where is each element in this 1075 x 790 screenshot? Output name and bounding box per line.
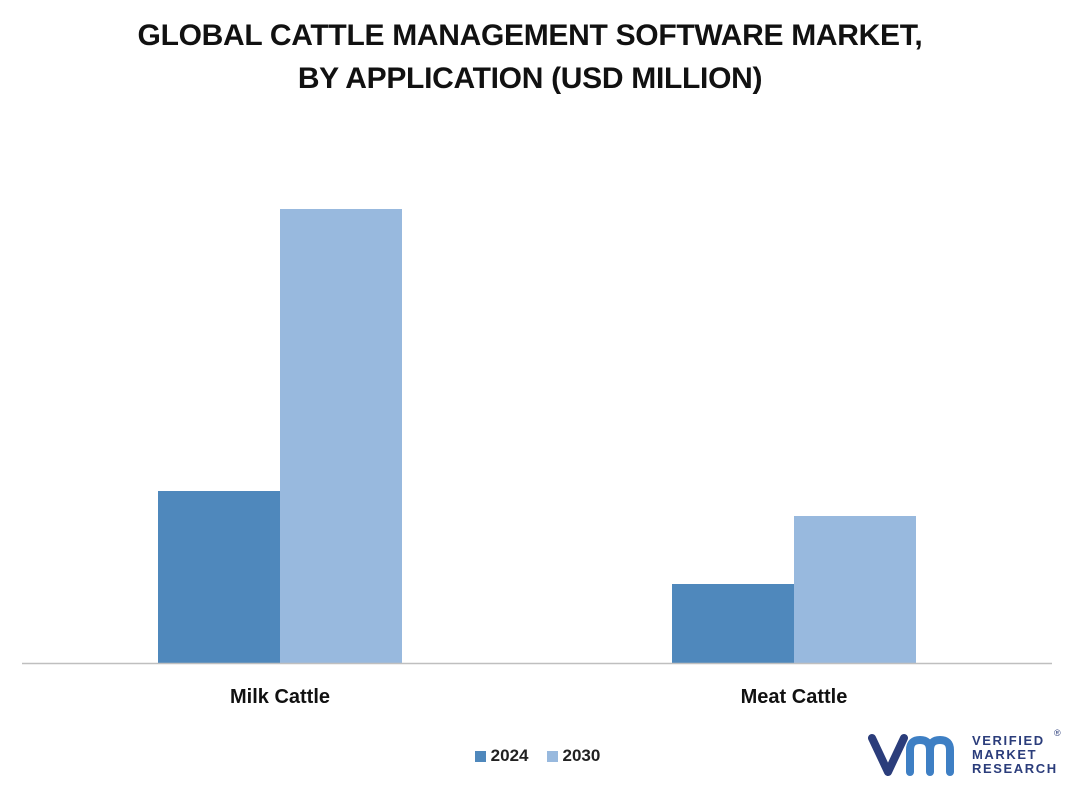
logo-line-research: RESEARCH xyxy=(972,761,1058,776)
legend-swatch-2030 xyxy=(546,750,558,762)
bar-milk-cattle-2030 xyxy=(280,209,402,663)
legend-swatch-2024 xyxy=(474,750,486,762)
legend-item-2030: 2030 xyxy=(546,746,601,766)
logo-line-market: MARKET xyxy=(972,747,1038,762)
verified-market-research-logo: VERIFIED MARKET RESEARCH ® xyxy=(868,728,1068,782)
registered-mark: ® xyxy=(1054,728,1061,738)
chart-title-line-1: GLOBAL CATTLE MANAGEMENT SOFTWARE MARKET… xyxy=(137,19,923,52)
bar-milk-cattle-2024 xyxy=(158,491,280,663)
x-tick-label-milk-cattle: Milk Cattle xyxy=(230,686,330,708)
logo-text: VERIFIED MARKET RESEARCH xyxy=(972,734,1058,776)
legend-item-2024: 2024 xyxy=(474,746,529,766)
legend: 2024 2030 xyxy=(0,746,1075,766)
bar-meat-cattle-2030 xyxy=(794,516,916,663)
chart-title-line-2: BY APPLICATION (USD MILLION) xyxy=(297,62,763,95)
legend-label-2024: 2024 xyxy=(490,746,529,765)
logo-line-verified: VERIFIED xyxy=(972,733,1045,748)
chart-title: GLOBAL CATTLE MANAGEMENT SOFTWARE MARKET… xyxy=(0,14,1060,100)
bar-meat-cattle-2024 xyxy=(672,584,794,663)
legend-label-2030: 2030 xyxy=(562,746,601,765)
x-tick-label-meat-cattle: Meat Cattle xyxy=(741,686,848,708)
vmr-logo-icon xyxy=(868,734,954,776)
